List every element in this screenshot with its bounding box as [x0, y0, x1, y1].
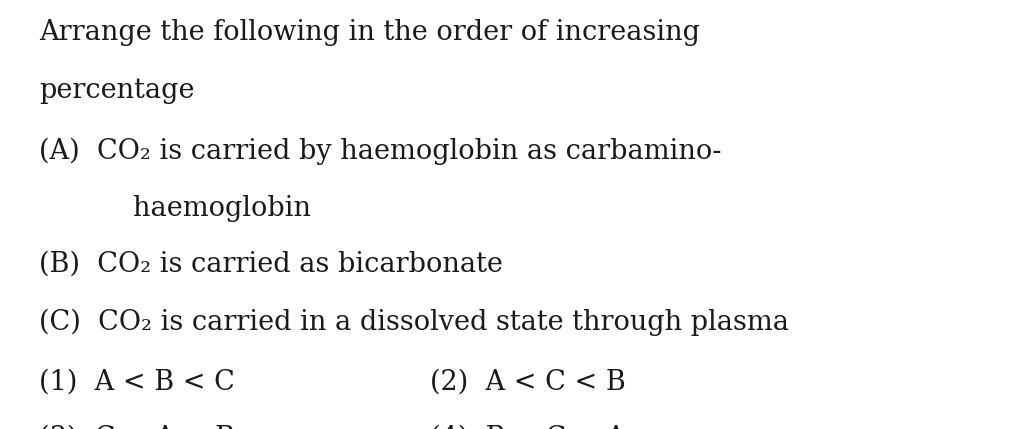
Text: haemoglobin: haemoglobin — [133, 195, 311, 222]
Text: (1)  A < B < C: (1) A < B < C — [39, 369, 234, 396]
Text: Arrange the following in the order of increasing: Arrange the following in the order of in… — [39, 19, 700, 46]
Text: (B)  CO₂ is carried as bicarbonate: (B) CO₂ is carried as bicarbonate — [39, 251, 503, 278]
Text: (2)  A < C < B: (2) A < C < B — [430, 369, 626, 396]
Text: percentage: percentage — [39, 77, 195, 104]
Text: (3)  C < A < B: (3) C < A < B — [39, 425, 234, 429]
Text: (C)  CO₂ is carried in a dissolved state through plasma: (C) CO₂ is carried in a dissolved state … — [39, 309, 788, 336]
Text: (A)  CO₂ is carried by haemoglobin as carbamino-: (A) CO₂ is carried by haemoglobin as car… — [39, 137, 722, 165]
Text: (4)  B < C < A: (4) B < C < A — [430, 425, 626, 429]
